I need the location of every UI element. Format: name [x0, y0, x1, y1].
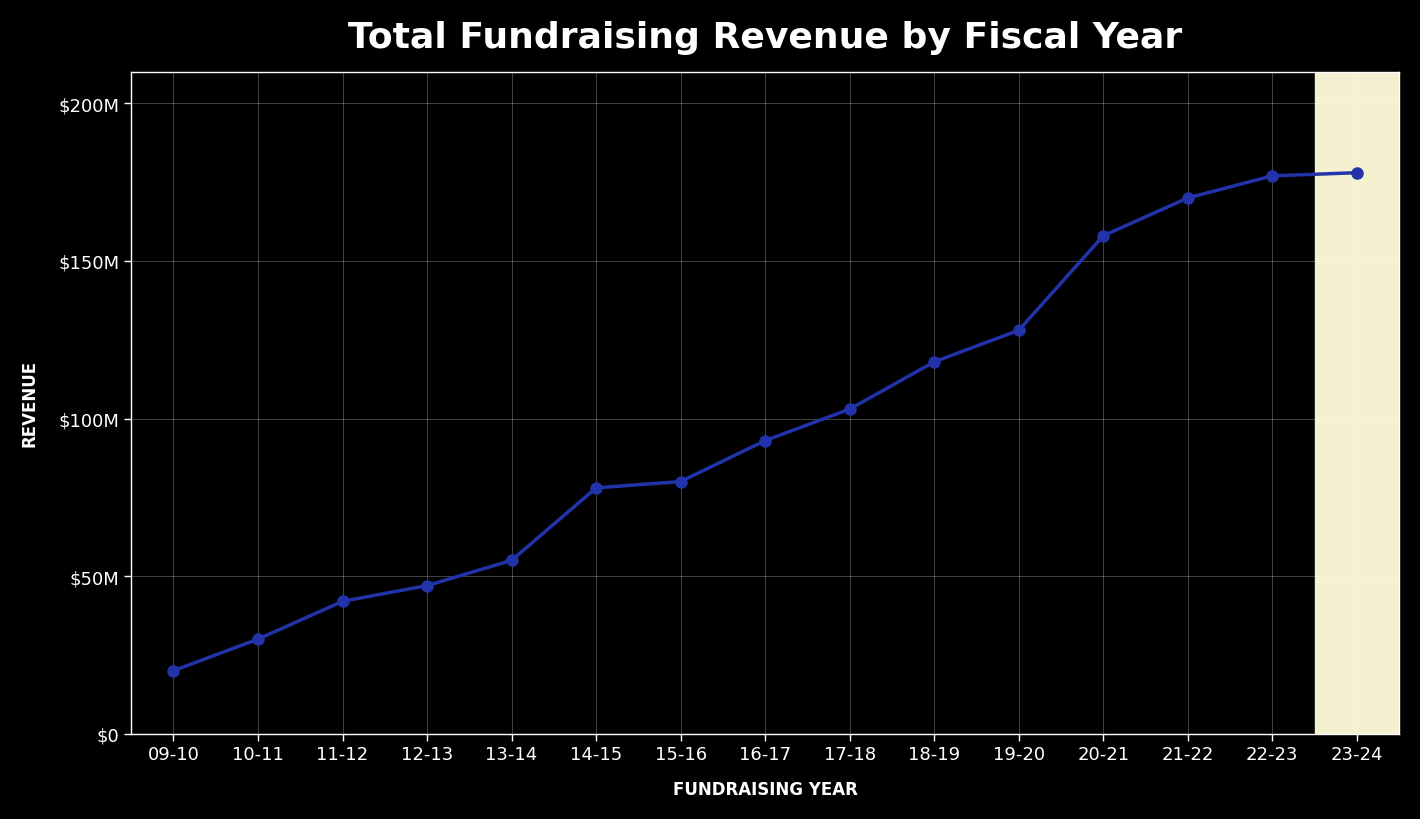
- Bar: [1315, 73, 1399, 734]
- Title: Total Fundraising Revenue by Fiscal Year: Total Fundraising Revenue by Fiscal Year: [348, 20, 1183, 55]
- X-axis label: FUNDRAISING YEAR: FUNDRAISING YEAR: [673, 781, 858, 799]
- Y-axis label: REVENUE: REVENUE: [21, 360, 38, 447]
